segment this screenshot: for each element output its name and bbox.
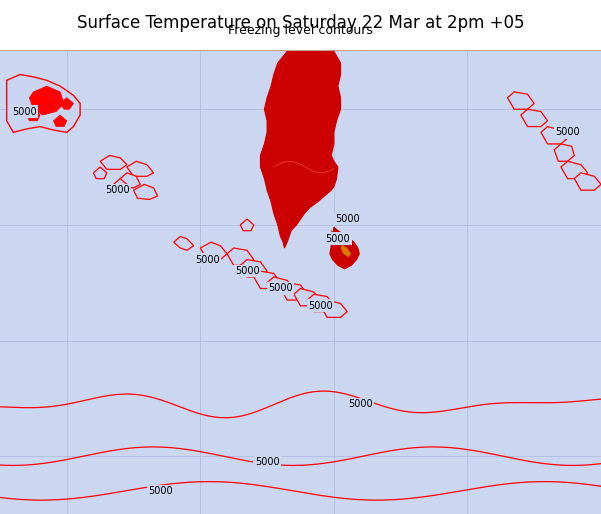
Polygon shape — [29, 86, 64, 115]
Polygon shape — [227, 248, 254, 265]
Text: 5000: 5000 — [255, 457, 279, 467]
Text: 5000: 5000 — [235, 266, 260, 276]
Polygon shape — [174, 236, 194, 250]
Polygon shape — [341, 245, 351, 257]
Polygon shape — [341, 236, 347, 245]
Polygon shape — [127, 161, 154, 176]
Polygon shape — [240, 219, 254, 231]
Polygon shape — [521, 109, 548, 126]
Text: 5000: 5000 — [349, 399, 373, 409]
Text: 5000: 5000 — [555, 127, 580, 137]
Polygon shape — [575, 173, 601, 190]
Polygon shape — [100, 155, 127, 169]
Polygon shape — [330, 227, 359, 269]
Polygon shape — [281, 283, 307, 300]
Text: 5000: 5000 — [105, 185, 130, 195]
Polygon shape — [561, 161, 588, 178]
Polygon shape — [267, 277, 294, 294]
Polygon shape — [507, 92, 534, 109]
Polygon shape — [114, 178, 127, 190]
Polygon shape — [307, 294, 334, 311]
Text: 5000: 5000 — [308, 301, 333, 311]
Polygon shape — [320, 300, 347, 317]
Polygon shape — [60, 98, 73, 109]
Text: 5000: 5000 — [195, 254, 219, 265]
Text: Surface Temperature on Saturday 22 Mar at 2pm +05: Surface Temperature on Saturday 22 Mar a… — [77, 14, 524, 32]
Text: 5000: 5000 — [268, 284, 293, 293]
Polygon shape — [94, 167, 107, 178]
Polygon shape — [260, 51, 341, 248]
Polygon shape — [541, 126, 567, 144]
Polygon shape — [254, 271, 281, 288]
Text: 5000: 5000 — [335, 214, 359, 224]
Polygon shape — [200, 242, 227, 260]
Text: 5000: 5000 — [326, 234, 350, 244]
Polygon shape — [26, 109, 40, 121]
Polygon shape — [240, 260, 267, 277]
Polygon shape — [294, 288, 320, 306]
Polygon shape — [120, 173, 140, 188]
Polygon shape — [133, 185, 157, 199]
Text: 5000: 5000 — [148, 486, 172, 496]
Polygon shape — [53, 115, 67, 126]
Text: 5000: 5000 — [12, 106, 36, 117]
Text: Freezing level contours: Freezing level contours — [228, 24, 373, 37]
Polygon shape — [554, 144, 575, 161]
Polygon shape — [7, 75, 80, 132]
Polygon shape — [331, 231, 338, 238]
